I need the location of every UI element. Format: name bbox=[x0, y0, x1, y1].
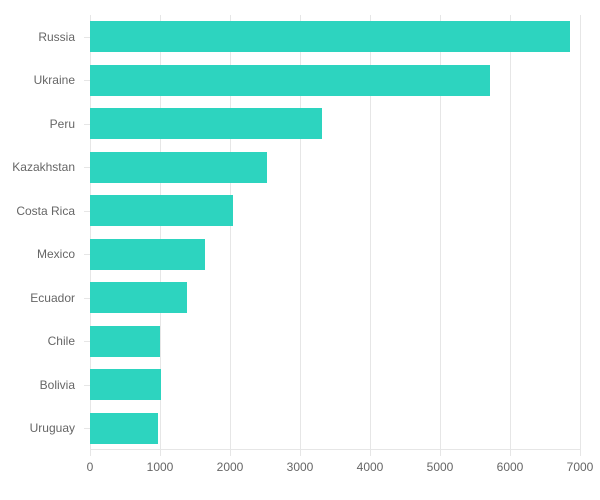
x-axis-tick-label: 1000 bbox=[147, 460, 174, 474]
bar-slot bbox=[90, 61, 580, 100]
y-axis-labels: Russia Ukraine Peru Kazakhstan Costa Rica Mex… bbox=[0, 15, 85, 450]
x-tick bbox=[440, 450, 441, 456]
bar bbox=[90, 108, 322, 139]
x-tick bbox=[510, 450, 511, 456]
bar-slot bbox=[90, 278, 580, 317]
y-axis-category-label: Ukraine bbox=[0, 74, 85, 86]
x-tick bbox=[580, 450, 581, 456]
bar-slot bbox=[90, 235, 580, 274]
x-axis-tick-label: 5000 bbox=[427, 460, 454, 474]
bar bbox=[90, 326, 160, 357]
y-axis-category-label: Chile bbox=[0, 335, 85, 347]
bar-slot bbox=[90, 104, 580, 143]
bar-slot bbox=[90, 365, 580, 404]
x-axis-tick-label: 0 bbox=[87, 460, 94, 474]
x-tick bbox=[230, 450, 231, 456]
bar-slot bbox=[90, 17, 580, 56]
x-tick bbox=[370, 450, 371, 456]
y-axis-category-label: Ecuador bbox=[0, 292, 85, 304]
bar bbox=[90, 21, 570, 52]
x-axis-labels: 01000200030004000500060007000 bbox=[90, 460, 580, 480]
y-axis-category-label: Bolivia bbox=[0, 379, 85, 391]
gridline bbox=[580, 15, 581, 450]
bar bbox=[90, 413, 158, 444]
bar-slot bbox=[90, 191, 580, 230]
y-axis-category-label: Costa Rica bbox=[0, 205, 85, 217]
bar bbox=[90, 152, 267, 183]
x-axis-tick-label: 3000 bbox=[287, 460, 314, 474]
bar-slot bbox=[90, 322, 580, 361]
bar bbox=[90, 369, 161, 400]
x-axis-tick-label: 6000 bbox=[497, 460, 524, 474]
y-axis-category-label: Uruguay bbox=[0, 422, 85, 434]
x-tick bbox=[90, 450, 91, 456]
bars-container bbox=[90, 15, 580, 450]
y-axis-category-label: Mexico bbox=[0, 248, 85, 260]
bar bbox=[90, 195, 233, 226]
x-tick bbox=[160, 450, 161, 456]
x-axis-tick-label: 7000 bbox=[567, 460, 594, 474]
y-axis-category-label: Peru bbox=[0, 118, 85, 130]
plot-area bbox=[90, 15, 580, 450]
bar bbox=[90, 282, 187, 313]
y-axis-category-label: Kazakhstan bbox=[0, 161, 85, 173]
bar-slot bbox=[90, 148, 580, 187]
bar-slot bbox=[90, 409, 580, 448]
y-axis-category-label: Russia bbox=[0, 31, 85, 43]
x-axis-tick-label: 4000 bbox=[357, 460, 384, 474]
x-axis-tick-label: 2000 bbox=[217, 460, 244, 474]
bar-chart: Russia Ukraine Peru Kazakhstan Costa Rica Mex… bbox=[0, 0, 600, 500]
x-tick bbox=[300, 450, 301, 456]
bar bbox=[90, 65, 490, 96]
bar bbox=[90, 239, 205, 270]
